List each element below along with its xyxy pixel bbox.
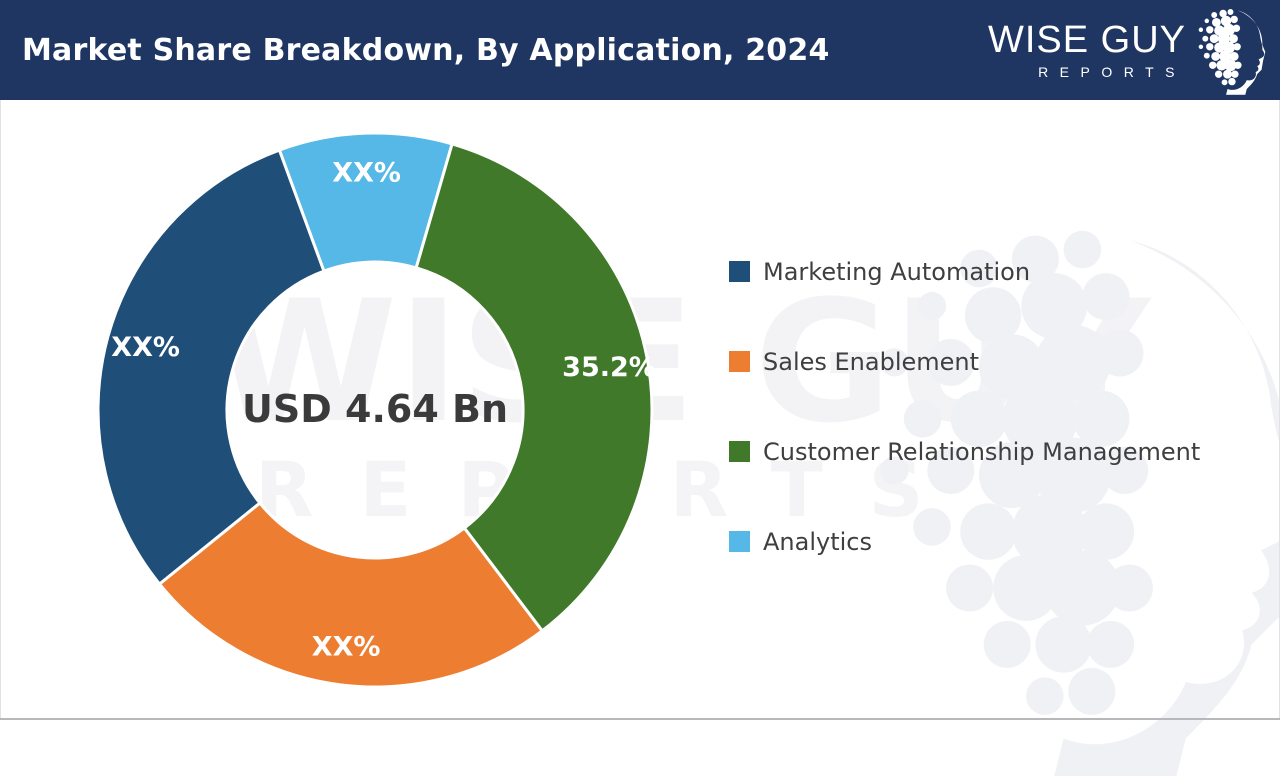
page-bottom-border xyxy=(0,718,1280,720)
header-bar: Market Share Breakdown, By Application, … xyxy=(0,0,1280,100)
legend-item-sales-enablement: Sales Enablement xyxy=(729,346,1200,377)
slice-value-label: XX% xyxy=(111,332,180,363)
legend-item-marketing-automation: Marketing Automation xyxy=(729,256,1200,287)
legend-label: Customer Relationship Management xyxy=(763,437,1201,466)
legend-swatch-icon xyxy=(729,441,750,462)
chart-legend: Marketing Automation Sales Enablement Cu… xyxy=(729,256,1200,557)
slice-value-label: 35.2% xyxy=(562,352,656,383)
legend-item-analytics: Analytics xyxy=(729,526,1200,557)
logo-head-icon xyxy=(1192,6,1266,95)
legend-swatch-icon xyxy=(729,351,750,372)
legend-item-customer-relationship-management: Customer Relationship Management xyxy=(729,436,1200,467)
donut-chart: XX% 35.2% XX% XX% xyxy=(96,131,656,689)
legend-label: Analytics xyxy=(763,527,872,556)
logo-text: WISE GUY REPORTS xyxy=(988,21,1186,80)
wise-guy-logo: WISE GUY REPORTS xyxy=(988,6,1266,95)
logo-reports-label: REPORTS xyxy=(1038,63,1186,80)
legend-swatch-icon xyxy=(729,261,750,282)
page-title: Market Share Breakdown, By Application, … xyxy=(22,32,830,68)
slice-value-label: XX% xyxy=(312,632,381,663)
legend-swatch-icon xyxy=(729,531,750,552)
donut-slice-sales-enablement xyxy=(157,500,545,689)
donut-slice-marketing-automation xyxy=(96,148,326,587)
legend-label: Sales Enablement xyxy=(763,347,980,376)
legend-label: Marketing Automation xyxy=(763,257,1031,286)
slice-value-label: XX% xyxy=(332,158,401,189)
logo-brand-name: WISE GUY xyxy=(987,18,1186,61)
page-left-border xyxy=(0,100,1,720)
donut-slice-customer-relationship-management xyxy=(414,142,654,633)
market-value-label: USD 4.64 Bn xyxy=(242,387,508,431)
